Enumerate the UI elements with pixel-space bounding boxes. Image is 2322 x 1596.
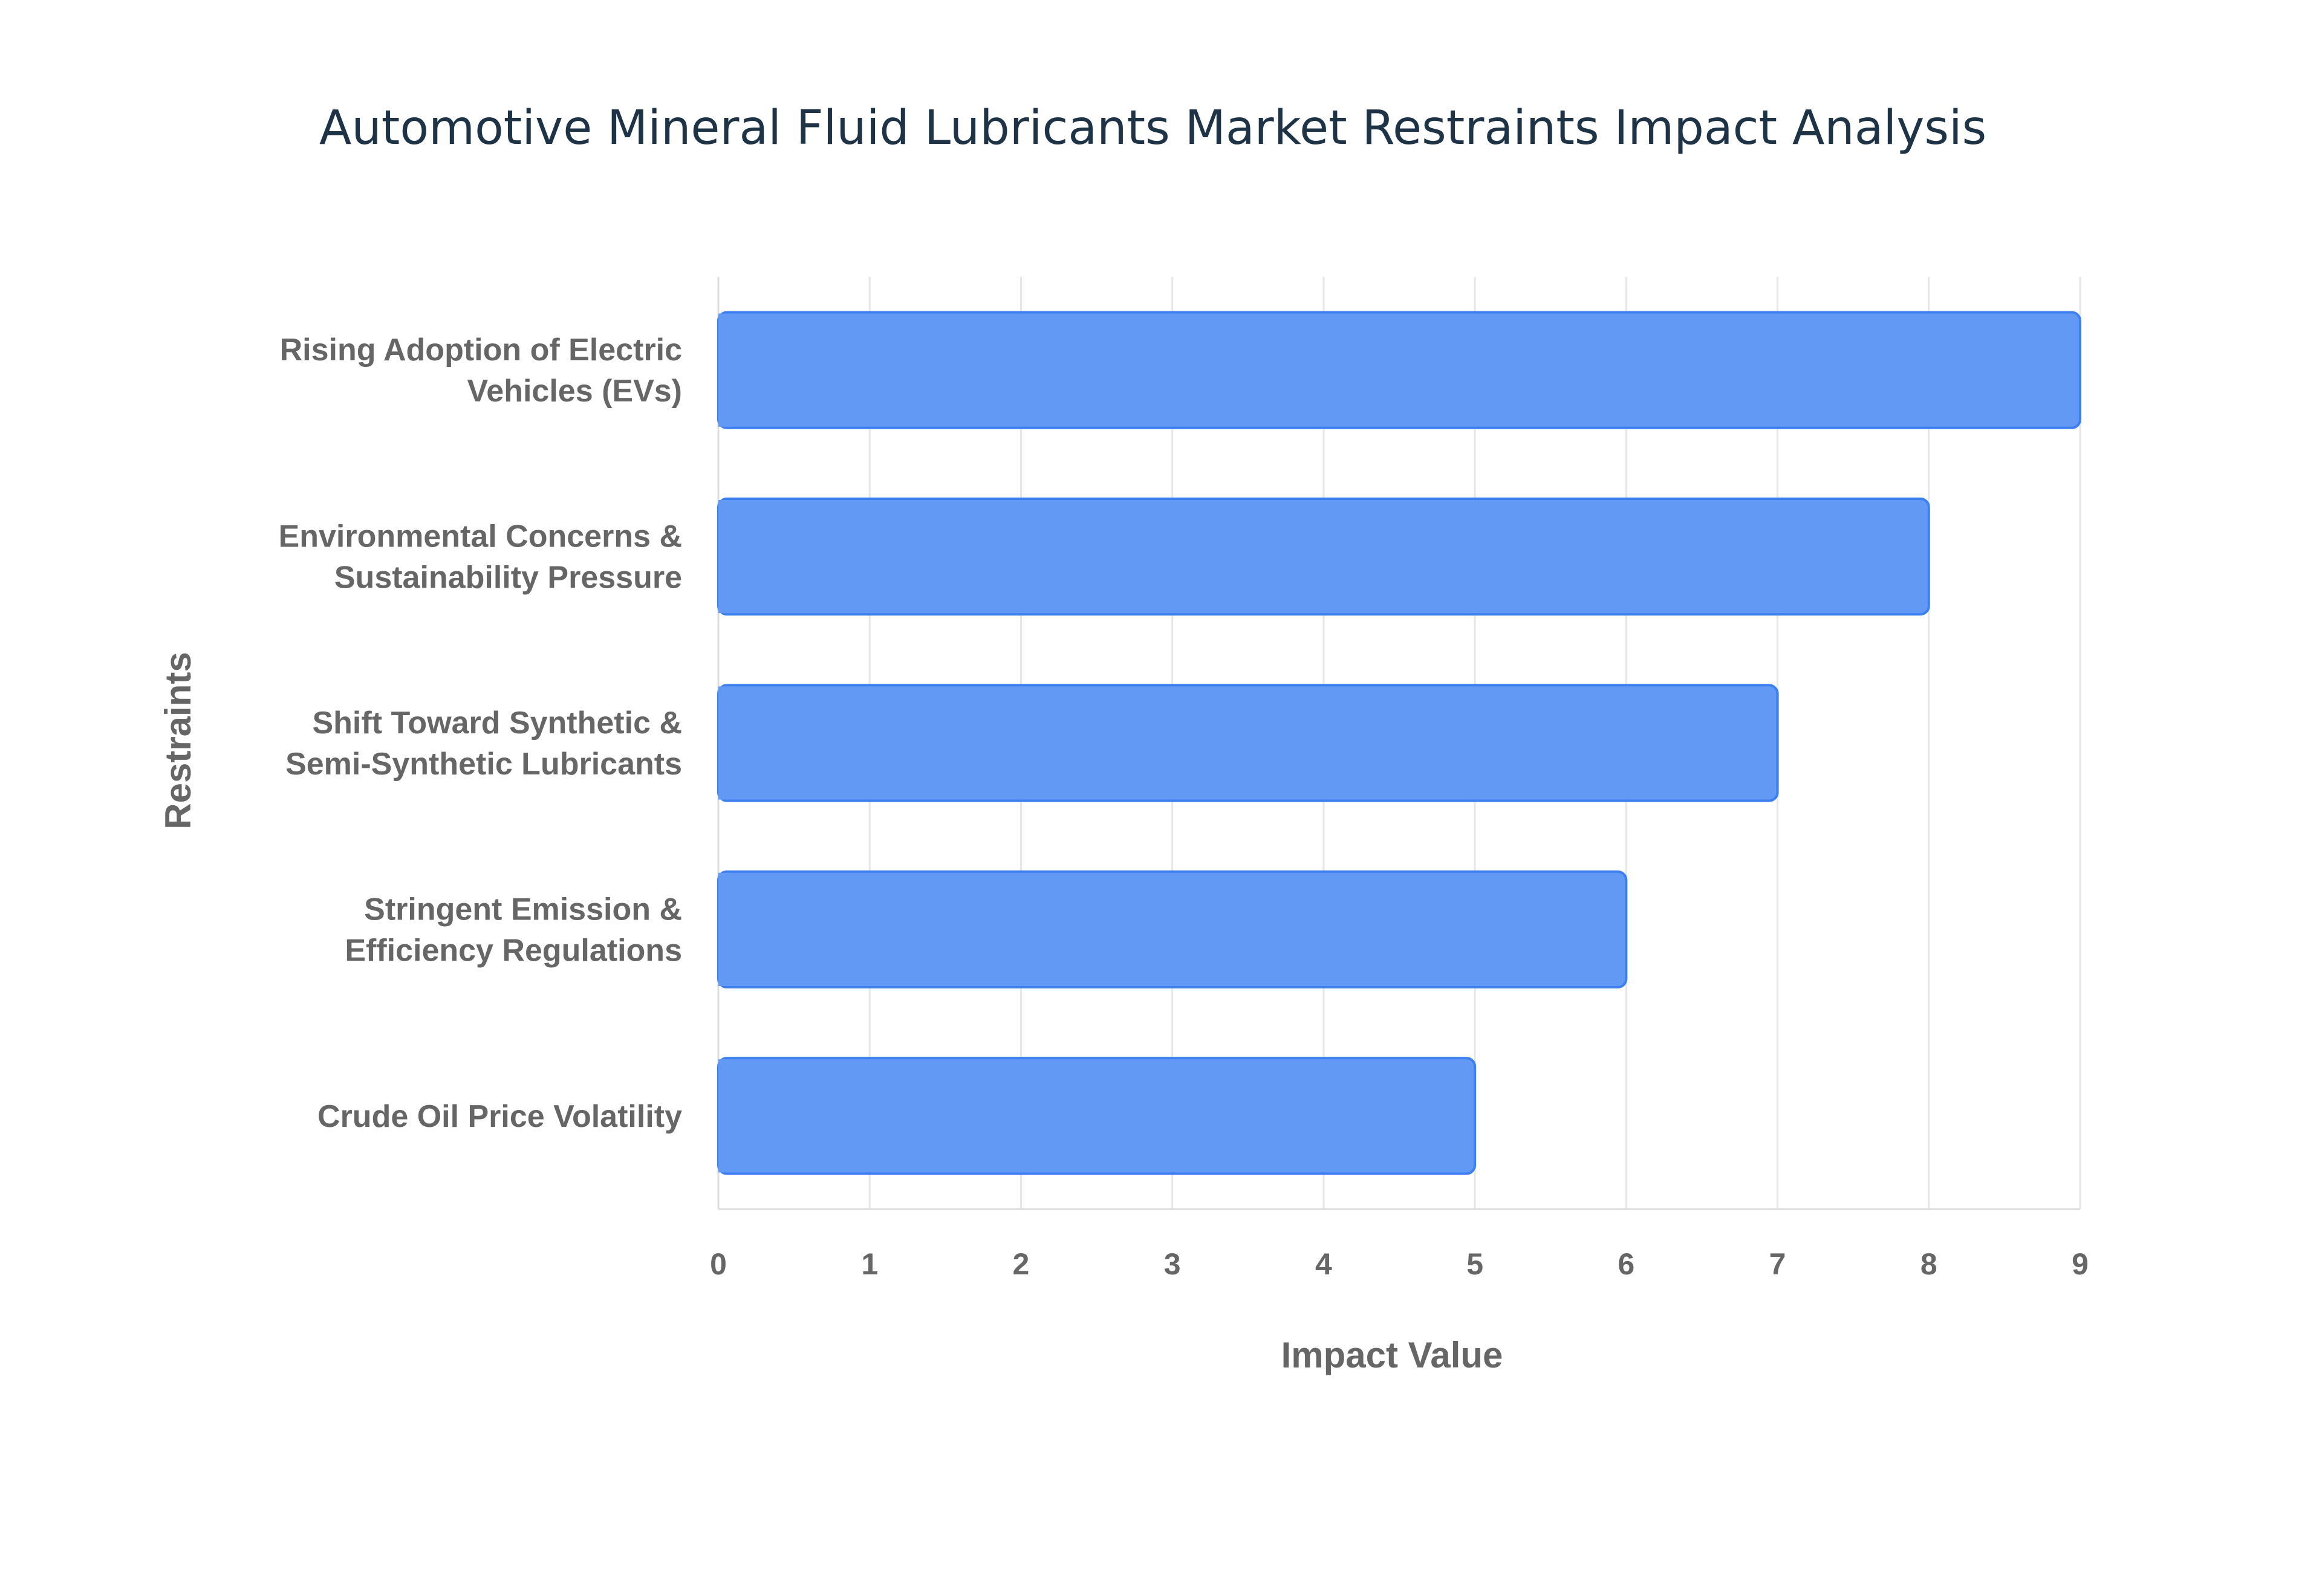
category-label-line: Vehicles (EVs) [467,374,682,409]
bars [717,311,2081,1175]
x-tick-label: 5 [1466,1247,1483,1281]
bar-edge [718,499,730,614]
bar [717,870,1628,989]
category-label: Crude Oil Price Volatility [317,1099,682,1134]
chart-title: Automotive Mineral Fluid Lubricants Mark… [319,101,1986,155]
category-label-line: Environmental Concerns & [279,519,682,554]
x-tick-label: 6 [1618,1247,1634,1281]
x-tick-label: 7 [1769,1247,1786,1281]
x-tick-label: 4 [1315,1247,1332,1281]
y-axis-title: Restraints [158,652,198,829]
x-tick-labels: 0 1 2 3 4 5 6 7 8 9 [710,1247,2089,1281]
bar [717,311,2081,429]
x-tick-label: 0 [710,1247,727,1281]
category-label: Shift Toward Synthetic & Semi-Synthetic L… [285,706,682,782]
bar-edge [718,686,730,800]
x-tick-label: 1 [861,1247,878,1281]
category-label: Stringent Emission & Efficiency Regulatio… [345,892,682,968]
category-label-line: Rising Adoption of Electric [280,332,682,368]
category-label: Rising Adoption of Electric Vehicles (EVs… [280,332,682,409]
x-tick-label: 2 [1013,1247,1030,1281]
category-label-line: Efficiency Regulations [345,933,682,968]
x-tick-label: 3 [1164,1247,1181,1281]
category-labels: Rising Adoption of Electric Vehicles (EVs… [279,332,683,1134]
x-tick-label: 9 [2072,1247,2089,1281]
category-label: Environmental Concerns & Sustainability P… [279,519,682,595]
bar [717,1057,1477,1175]
bar-edge [718,872,730,987]
x-axis-title: Impact Value [1281,1335,1503,1375]
category-label-line: Crude Oil Price Volatility [317,1099,682,1134]
x-tick-label: 8 [1920,1247,1937,1281]
bar [717,497,1930,616]
category-label-line: Shift Toward Synthetic & [312,706,682,741]
bar-edge [718,1059,730,1173]
bar [717,684,1779,802]
bar-edge [718,313,730,427]
category-label-line: Stringent Emission & [364,892,682,927]
category-label-line: Semi-Synthetic Lubricants [285,747,682,782]
category-label-line: Sustainability Pressure [334,560,682,595]
